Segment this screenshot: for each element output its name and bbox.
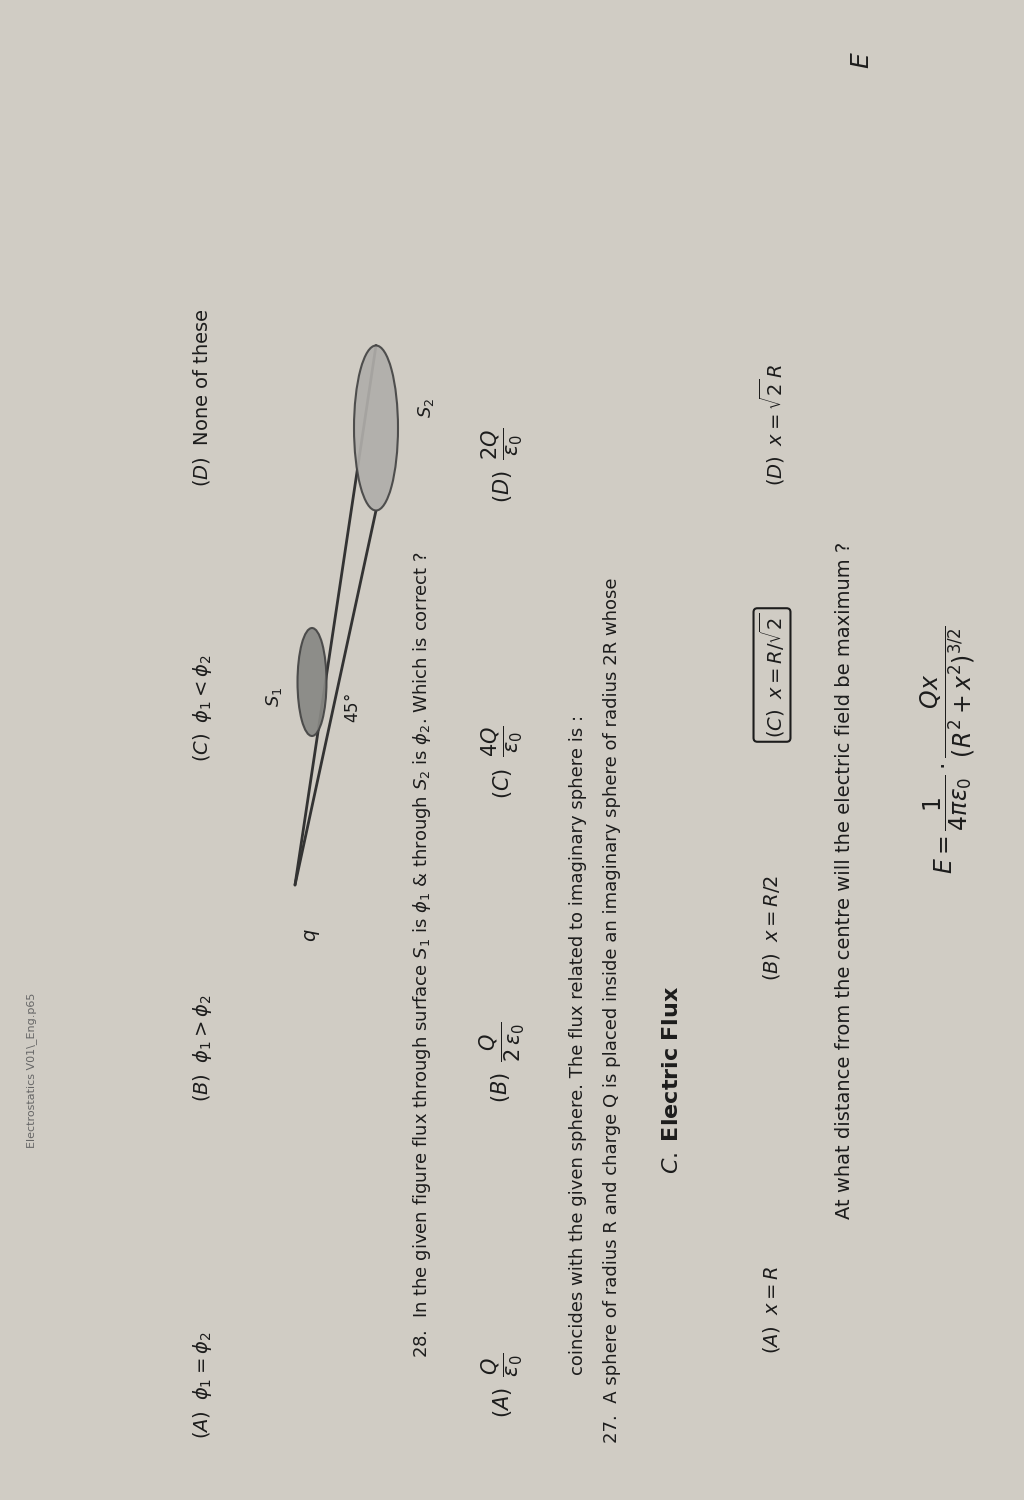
- Text: $(D)\;\; \dfrac{2Q}{\varepsilon_0}$: $(D)\;\; \dfrac{2Q}{\varepsilon_0}$: [479, 427, 524, 502]
- Text: $(C)\;\; \dfrac{4Q}{\varepsilon_0}$: $(C)\;\; \dfrac{4Q}{\varepsilon_0}$: [479, 724, 524, 800]
- Text: $(B)\;\; x = R/2$: $(B)\;\; x = R/2$: [762, 874, 782, 981]
- Text: $(A)\;\; \dfrac{Q}{\varepsilon_0}$: $(A)\;\; \dfrac{Q}{\varepsilon_0}$: [479, 1353, 524, 1418]
- Ellipse shape: [354, 345, 398, 510]
- Text: $E = \dfrac{1}{4\pi\varepsilon_0}\cdot\dfrac{Qx}{(R^2+x^2)^{3/2}}$: $E = \dfrac{1}{4\pi\varepsilon_0}\cdot\d…: [920, 626, 977, 874]
- Text: $q$: $q$: [303, 928, 323, 942]
- Text: $(C)\;\; \phi_1 < \phi_2$: $(C)\;\; \phi_1 < \phi_2$: [190, 654, 213, 762]
- Ellipse shape: [298, 628, 327, 736]
- Text: $(D)\;\; x = \sqrt{2}\,R$: $(D)\;\; x = \sqrt{2}\,R$: [758, 364, 786, 486]
- Text: $(B)\;\; \dfrac{Q}{2\,\varepsilon_0}$: $(B)\;\; \dfrac{Q}{2\,\varepsilon_0}$: [477, 1022, 526, 1102]
- Text: $(D)\;$ None of these: $(D)\;$ None of these: [191, 309, 213, 488]
- Text: $45°$: $45°$: [344, 693, 362, 723]
- Text: 28.  In the given figure flux through surface $S_1$ is $\phi_1$ & through $S_2$ : 28. In the given figure flux through sur…: [411, 552, 433, 1359]
- Text: $C.\;\mathbf{Electric\ Flux}$: $C.\;\mathbf{Electric\ Flux}$: [662, 986, 682, 1174]
- Text: 27.  A sphere of radius R and charge Q is placed inside an imaginary sphere of r: 27. A sphere of radius R and charge Q is…: [603, 578, 621, 1443]
- Text: $(A)\;\; x = R$: $(A)\;\; x = R$: [762, 1266, 782, 1354]
- Text: $E$: $E$: [850, 51, 874, 69]
- Text: coincides with the given sphere. The flux related to imaginary sphere is :: coincides with the given sphere. The flu…: [569, 716, 587, 1376]
- Text: $(B)\;\; \phi_1 > \phi_2$: $(B)\;\; \phi_1 > \phi_2$: [190, 994, 213, 1101]
- Text: $(A)\;\; \phi_1 = \phi_2$: $(A)\;\; \phi_1 = \phi_2$: [190, 1332, 213, 1438]
- Text: $S_1$: $S_1$: [264, 687, 284, 706]
- Text: $(C)\;\; x = R/\sqrt{2}$: $(C)\;\; x = R/\sqrt{2}$: [758, 612, 786, 738]
- Text: At what distance from the centre will the electric field be maximum ?: At what distance from the centre will th…: [836, 542, 854, 1218]
- Text: $S_2$: $S_2$: [416, 398, 436, 418]
- Text: Electrostatics V01\_Eng.p65: Electrostatics V01\_Eng.p65: [27, 993, 38, 1148]
